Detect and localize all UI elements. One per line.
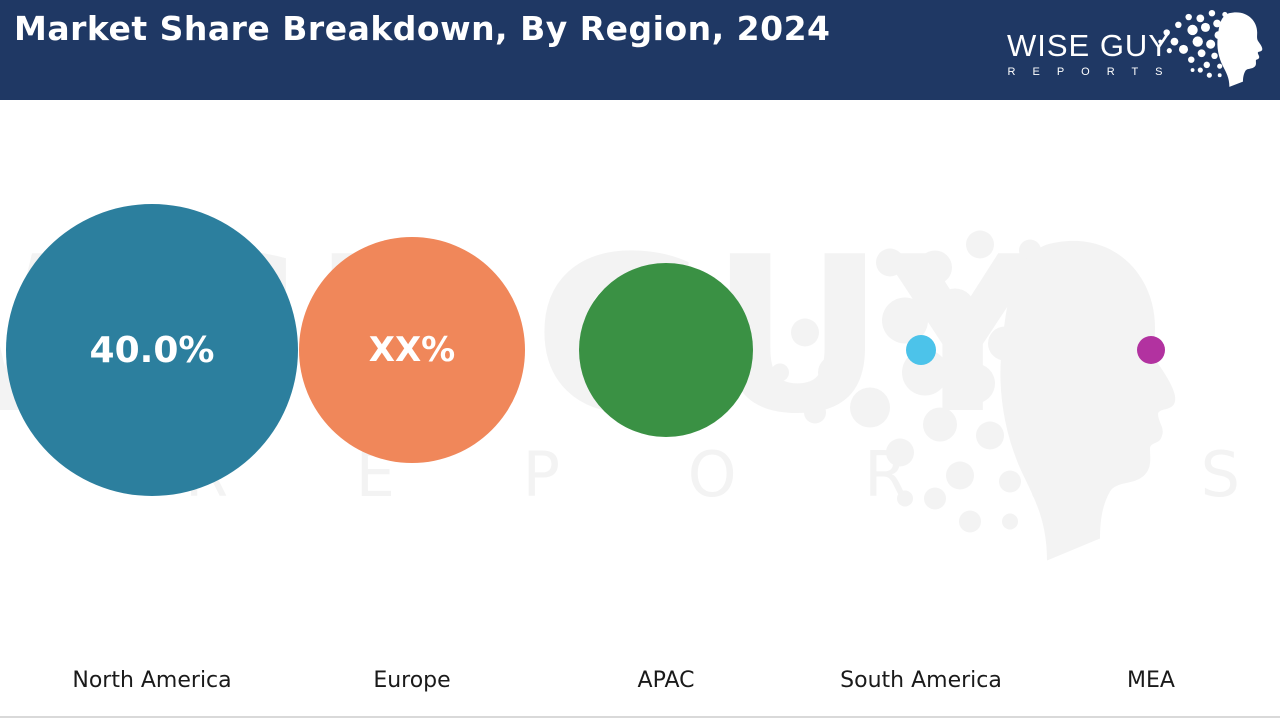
logo-wordmark: WISE GUY <box>1006 28 1170 63</box>
bubble-value-label: XX% <box>368 330 456 370</box>
bubble-apac <box>579 263 753 437</box>
category-label-apac: APAC <box>637 668 695 693</box>
footer-divider <box>0 716 1280 718</box>
bubble-europe: XX% <box>299 237 525 463</box>
bubble-south-america <box>906 335 936 365</box>
bubble-chart: WISE GUY R E P O R T S 40.0% XX% North A… <box>0 100 1280 716</box>
wise-guy-logo: WISE GUY R E P O R T S <box>1007 8 1266 92</box>
category-label-europe: Europe <box>373 668 451 693</box>
logo-text: WISE GUY R E P O R T S <box>1007 28 1170 78</box>
category-label-mea: MEA <box>1127 668 1175 693</box>
bubble-value-label: 40.0% <box>89 329 215 371</box>
category-label-south-america: South America <box>840 668 1002 693</box>
logo-subtitle: R E P O R T S <box>1007 66 1170 78</box>
bubble-north-america: 40.0% <box>6 204 298 496</box>
category-label-north-america: North America <box>72 668 232 693</box>
page-title: Market Share Breakdown, By Region, 2024 <box>14 9 831 48</box>
logo-head-icon <box>1158 9 1263 87</box>
watermark-head-icon <box>771 230 1176 561</box>
header-bar: Market Share Breakdown, By Region, 2024 … <box>0 0 1280 100</box>
bubble-mea <box>1137 336 1165 364</box>
